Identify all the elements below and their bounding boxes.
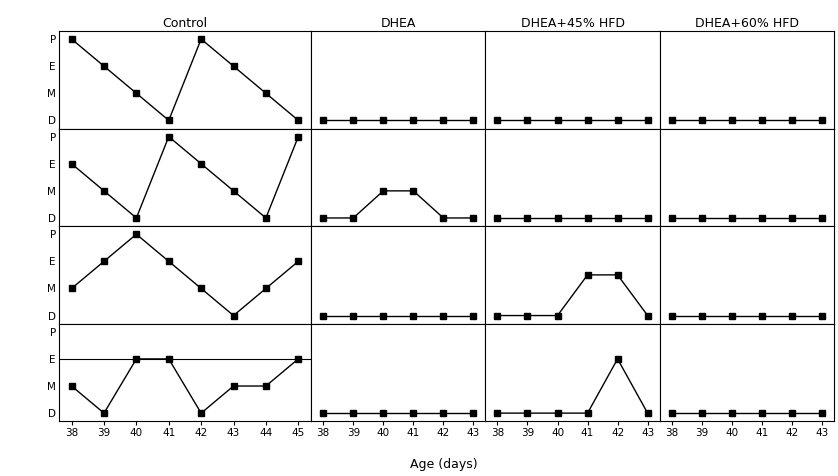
Title: DHEA+45% HFD: DHEA+45% HFD	[520, 17, 624, 30]
Title: DHEA+60% HFD: DHEA+60% HFD	[695, 17, 799, 30]
Title: Control: Control	[163, 17, 208, 30]
Title: DHEA: DHEA	[380, 17, 416, 30]
Text: Age (days): Age (days)	[411, 458, 478, 471]
